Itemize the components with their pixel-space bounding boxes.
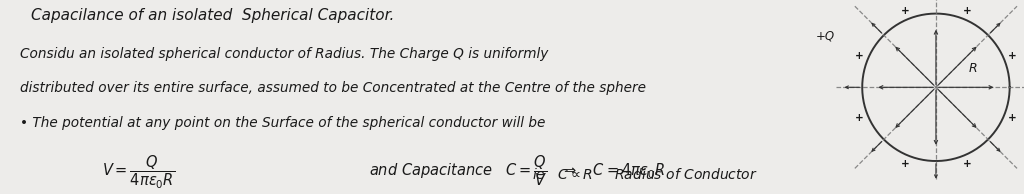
Text: Capacilance of an isolated  Spherical Capacitor.: Capacilance of an isolated Spherical Cap… xyxy=(31,8,394,23)
Text: +: + xyxy=(1008,51,1017,61)
Text: ie   $C \propto R$     Radius of Conductor: ie $C \propto R$ Radius of Conductor xyxy=(532,167,759,182)
Text: +: + xyxy=(1008,113,1017,123)
Text: $V = \dfrac{Q}{4\pi\varepsilon_0 R}$: $V = \dfrac{Q}{4\pi\varepsilon_0 R}$ xyxy=(102,153,175,191)
Text: +: + xyxy=(963,6,971,16)
Text: +: + xyxy=(901,159,909,169)
Text: and Capacitance   $C = \dfrac{Q}{V}$   $\Rightarrow$   $C = 4\pi\varepsilon_0 R$: and Capacitance $C = \dfrac{Q}{V}$ $\Rig… xyxy=(369,153,665,188)
Text: Considu an isolated spherical conductor of Radius. The Charge Q is uniformly: Considu an isolated spherical conductor … xyxy=(20,47,549,61)
Text: +Q: +Q xyxy=(816,29,835,42)
Text: • The potential at any point on the Surface of the spherical conductor will be: • The potential at any point on the Surf… xyxy=(20,116,546,130)
Text: +: + xyxy=(855,113,864,123)
Text: +: + xyxy=(855,51,864,61)
Text: +: + xyxy=(963,159,971,169)
Text: R: R xyxy=(969,62,978,75)
Text: +: + xyxy=(901,6,909,16)
Text: distributed over its entire surface, assumed to be Concentrated at the Centre of: distributed over its entire surface, ass… xyxy=(20,81,646,95)
